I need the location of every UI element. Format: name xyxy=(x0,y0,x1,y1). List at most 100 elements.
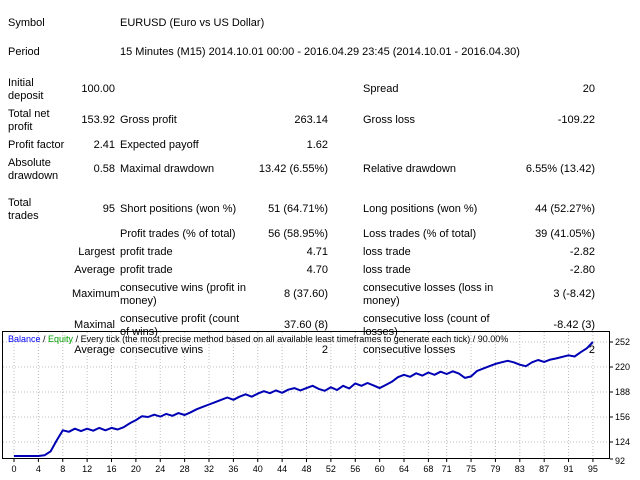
stat-label: Spread xyxy=(363,83,399,95)
x-tick-label: 71 xyxy=(442,464,452,474)
stat-label: Expected payoff xyxy=(120,138,199,151)
stat-label: Absolute drawdown xyxy=(8,156,59,182)
x-tick-label: 60 xyxy=(375,464,385,474)
stat-value: EURUSD (Euro vs US Dollar) xyxy=(120,16,265,29)
stat-label: Total trades xyxy=(8,196,39,222)
legend-equity-label: Equity xyxy=(48,334,74,344)
stat-value: -2.80 xyxy=(569,263,595,276)
stat-label: Long positions (won %) xyxy=(363,203,478,215)
balance-chart: Balance / Equity / Every tick (the most … xyxy=(2,331,638,478)
legend-separator: / xyxy=(73,334,81,344)
stat-value: 56 (58.95%) xyxy=(268,227,328,240)
x-tick-label: 4 xyxy=(36,464,41,474)
x-tick-label: 40 xyxy=(253,464,263,474)
stat-label: consecutive wins xyxy=(120,343,204,356)
x-tick-label: 24 xyxy=(155,464,165,474)
stat-value: Average xyxy=(74,263,115,276)
balance-curve xyxy=(14,341,594,457)
x-tick-label: 12 xyxy=(82,464,92,474)
stat-value: 153.92 xyxy=(81,114,115,126)
stat-label: Symbol xyxy=(8,16,45,29)
stat-label: Profit factor xyxy=(8,138,65,151)
stat-label: consecutive wins (profit in money) xyxy=(120,281,246,307)
stat-label: loss trade xyxy=(363,263,411,276)
stat-value: 39 (41.05%) xyxy=(535,227,595,240)
x-tick-label: 16 xyxy=(106,464,116,474)
stat-label: profit trade xyxy=(120,263,173,276)
x-tick-label: 20 xyxy=(131,464,141,474)
stat-value: 263.14 xyxy=(294,114,328,126)
stat-value: 0.58 xyxy=(93,163,115,175)
legend-description: Every tick (the most precise method base… xyxy=(80,334,509,344)
x-tick-label: 75 xyxy=(466,464,476,474)
x-tick-label: 79 xyxy=(490,464,500,474)
x-tick-label: 91 xyxy=(564,464,574,474)
stat-value: 100.00 xyxy=(81,83,115,95)
stat-value: 95 xyxy=(102,203,115,215)
x-tick-label: 56 xyxy=(350,464,360,474)
y-tick-label: 220 xyxy=(615,362,630,372)
stat-label: Gross loss xyxy=(363,114,415,126)
x-tick-label: 44 xyxy=(277,464,287,474)
report-header: Symbol EURUSD (Euro vs US Dollar) Period 15… xyxy=(8,8,608,66)
stat-label: consecutive losses (loss in money) xyxy=(363,281,494,307)
x-tick-label: 36 xyxy=(228,464,238,474)
stat-value: 3 (-8.42) xyxy=(553,288,595,300)
stat-label: Gross profit xyxy=(120,114,177,126)
stat-label: Loss trades (% of total) xyxy=(363,227,477,240)
legend-balance-label: Balance xyxy=(8,334,41,344)
x-tick-label: 32 xyxy=(204,464,214,474)
stat-value: 8 (37.60) xyxy=(283,288,328,300)
equity-curve-plot: 0 4 8 12 16 20 24 28 32 36 40 44 48 52 56 60 64 68 71 75 79 8… xyxy=(2,331,630,474)
x-tick-label: 95 xyxy=(588,464,598,474)
stat-label: Total net profit xyxy=(8,107,50,133)
stat-label: Profit trades (% of total) xyxy=(120,227,236,240)
stat-label: Maximal drawdown xyxy=(120,163,215,175)
y-tick-label: 252 xyxy=(615,337,630,347)
legend-separator: / xyxy=(40,334,49,344)
stat-value: Average xyxy=(74,343,115,356)
chart-legend: Balance / Equity / Every tick (the most … xyxy=(8,334,508,344)
stat-value: -109.22 xyxy=(557,114,595,126)
stat-value: Maximum xyxy=(72,288,120,300)
y-tick-label: 156 xyxy=(615,412,630,422)
stat-value: 6.55% (13.42) xyxy=(525,163,595,175)
stat-value: 2.41 xyxy=(93,138,115,151)
x-tick-label: 83 xyxy=(515,464,525,474)
y-tick-label: 124 xyxy=(615,437,630,447)
x-tick-label: 28 xyxy=(180,464,190,474)
x-tick-label: 8 xyxy=(60,464,65,474)
x-tick-label: 64 xyxy=(399,464,409,474)
stat-value: -8.42 (3) xyxy=(553,319,595,331)
stat-value: Maximal xyxy=(74,319,115,331)
report-trade-stats: Total trades 95 Short positions (won %) 51 … xyxy=(8,194,608,359)
stat-label: profit trade xyxy=(120,245,173,258)
stat-value: 2 xyxy=(588,343,595,356)
x-tick-label: 0 xyxy=(11,464,16,474)
y-tick-label: 92 xyxy=(615,456,625,466)
x-tick-label: 52 xyxy=(326,464,336,474)
stat-value: 13.42 (6.55%) xyxy=(258,163,328,175)
plot-border xyxy=(2,331,610,459)
stat-value: Largest xyxy=(78,245,115,258)
report-summary: Initial deposit 100.00 Spread 20 Total net p… xyxy=(8,74,608,185)
x-tick-label: 87 xyxy=(539,464,549,474)
stat-label: Relative drawdown xyxy=(363,163,456,175)
stat-label: consecutive losses xyxy=(363,343,456,356)
stat-label: Short positions (won %) xyxy=(120,203,237,215)
stat-value: 37.60 (8) xyxy=(283,319,328,331)
x-tick-label: 48 xyxy=(302,464,312,474)
strategy-tester-report: Symbol EURUSD (Euro vs US Dollar) Period 15… xyxy=(8,8,608,359)
stat-label: Initial deposit xyxy=(8,76,44,102)
stat-value: 2 xyxy=(321,343,328,356)
stat-value: 4.70 xyxy=(306,263,328,276)
stat-value: 44 (52.27%) xyxy=(535,203,595,215)
stat-value: -2.82 xyxy=(569,245,595,258)
stat-value: 15 Minutes (M15) 2014.10.01 00:00 - 2016… xyxy=(120,45,520,58)
stat-value: 51 (64.71%) xyxy=(268,203,328,215)
x-tick-label: 68 xyxy=(423,464,433,474)
stat-value: 1.62 xyxy=(306,138,328,151)
stat-value: 20 xyxy=(582,83,595,95)
stat-label: Period xyxy=(8,45,40,58)
stat-label: loss trade xyxy=(363,245,411,258)
